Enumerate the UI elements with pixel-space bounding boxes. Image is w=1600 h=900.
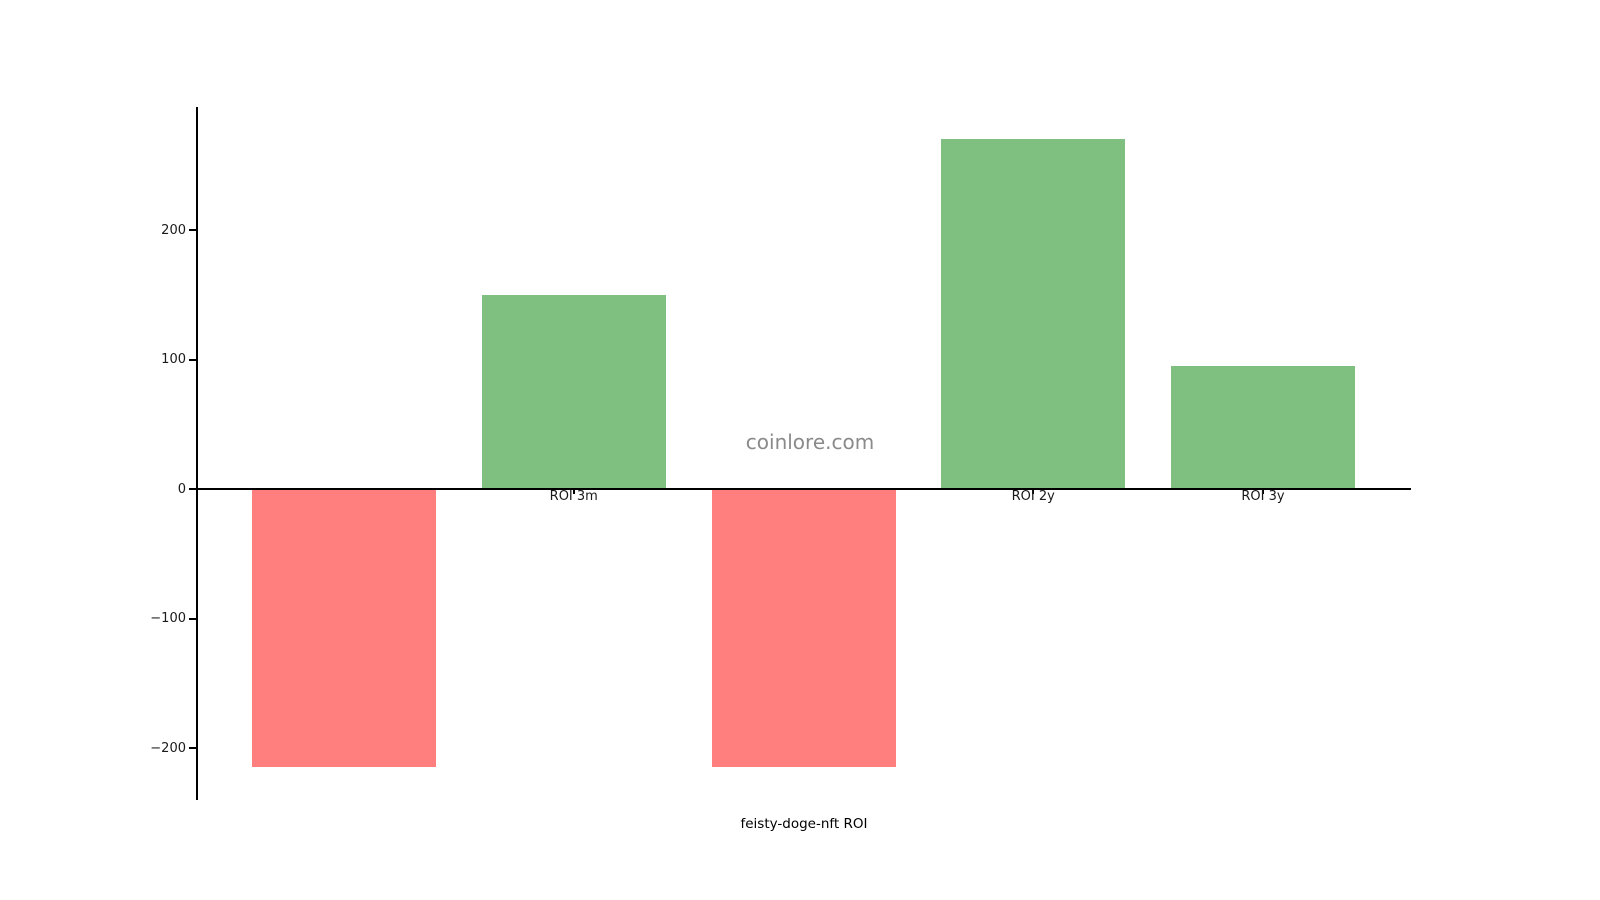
- x-axis-line: [196, 488, 1411, 490]
- bar: [711, 489, 896, 768]
- x-tick-mark: [1262, 489, 1264, 494]
- x-tick-label: ROI 3y: [1241, 489, 1285, 504]
- y-tick-label: 100: [161, 352, 186, 367]
- y-tick-mark: [189, 488, 196, 490]
- y-tick-label: 0: [177, 481, 186, 497]
- y-tick-label: 200: [161, 222, 186, 238]
- x-tick-label: ROI 3m: [549, 489, 598, 504]
- y-tick-label: −200: [150, 740, 186, 756]
- y-axis-spine: [196, 106, 198, 800]
- watermark: coinlore.com: [745, 430, 875, 454]
- bar: [1171, 365, 1355, 489]
- y-tick-mark: [189, 229, 196, 231]
- bar: [941, 139, 1126, 489]
- x-tick-mark: [1032, 489, 1035, 494]
- y-tick-mark: [189, 358, 196, 361]
- figure-title: feisty-doge-nft ROI: [740, 816, 868, 832]
- bar: [252, 489, 436, 768]
- x-tick-mark: [572, 489, 575, 494]
- bar: [481, 294, 666, 489]
- y-tick-mark: [189, 747, 196, 749]
- x-tick-label: ROI 2y: [1011, 489, 1055, 504]
- y-tick-mark: [189, 617, 196, 620]
- y-tick-label: −100: [150, 611, 186, 626]
